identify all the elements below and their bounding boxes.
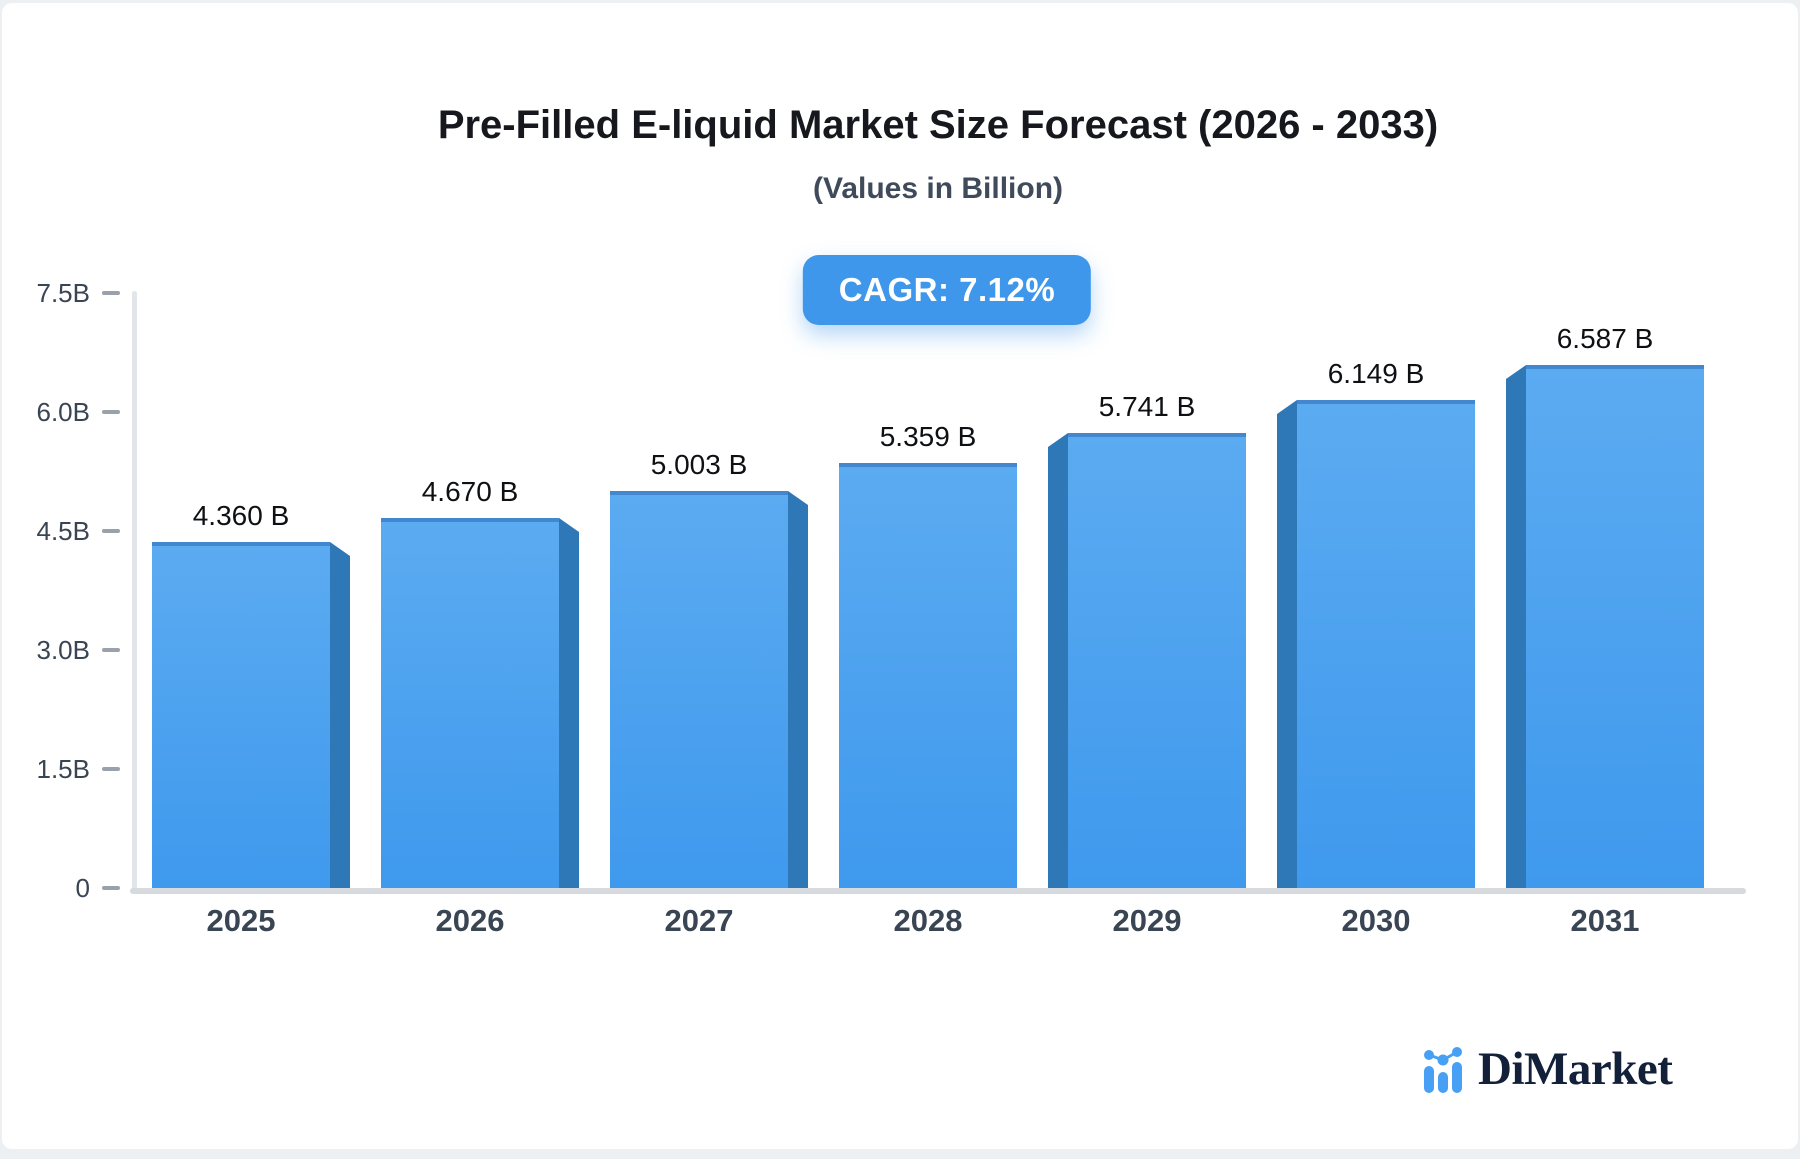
y-tick-label: 4.5B	[36, 516, 91, 546]
dimarket-logo: DiMarket	[1421, 1043, 1673, 1095]
bar-3d-side	[559, 518, 579, 888]
bar-2025	[152, 542, 350, 888]
page-title: Pre-Filled E-liquid Market Size Forecast…	[437, 103, 1439, 147]
bar-2031	[1506, 365, 1704, 888]
bar-chart: 7.5B 6.0B 4.5B 3.0B 1.5B 0 4.360 B 2025 4.670 B 2…	[2, 3, 1800, 1159]
y-tick-mark	[102, 767, 120, 771]
bar-2027	[610, 491, 808, 888]
y-tick-mark	[102, 529, 120, 533]
bar-face	[1297, 400, 1475, 888]
bar-face	[839, 463, 1017, 888]
bar-value-label: 5.003 B	[650, 449, 748, 480]
y-tick-mark	[102, 410, 120, 414]
bar-value-label: 5.741 B	[1098, 391, 1196, 422]
y-tick-mark	[102, 648, 120, 652]
x-axis-label: 2025	[206, 903, 276, 938]
mini-bar-chart-icon	[1424, 1047, 1462, 1093]
bar-3d-side	[788, 491, 808, 888]
bar-3d-side	[330, 542, 350, 888]
bar-3d-side	[1277, 400, 1297, 888]
bar-face	[1068, 433, 1246, 888]
x-axis-line	[130, 888, 1746, 894]
y-tick-mark	[102, 291, 120, 295]
bar-value-label: 6.149 B	[1327, 358, 1425, 389]
x-axis-label: 2029	[1112, 903, 1182, 938]
bar-face	[1526, 365, 1704, 888]
bar-value-label: 6.587 B	[1556, 323, 1654, 354]
x-axis-label: 2031	[1570, 903, 1640, 938]
bar-value-label: 4.360 B	[192, 500, 290, 531]
y-tick-label: 1.5B	[36, 754, 91, 784]
x-axis-label: 2027	[664, 903, 734, 938]
x-axis-label: 2030	[1341, 903, 1411, 938]
y-tick-label: 6.0B	[36, 397, 91, 427]
bar-face	[381, 518, 559, 888]
bar-2030	[1277, 400, 1475, 888]
bar-value-label: 5.359 B	[879, 421, 977, 452]
y-tick-label: 7.5B	[36, 278, 91, 308]
bar-2028	[839, 463, 1017, 888]
bar-3d-side	[1048, 433, 1068, 888]
bar-3d-side	[1506, 365, 1526, 888]
bar-value-label: 4.670 B	[421, 476, 519, 507]
y-tick-mark	[102, 886, 120, 890]
chart-card: Pre-Filled E-liquid Market Size Forecast…	[2, 3, 1798, 1149]
logo-text: DiMarket	[1478, 1043, 1673, 1095]
page-subtitle: (Values in Billion)	[812, 172, 1064, 205]
x-axis-label: 2028	[893, 903, 963, 938]
y-tick-label: 3.0B	[36, 635, 91, 665]
bar-face	[152, 542, 330, 888]
bar-face	[610, 491, 788, 888]
y-tick-label: 0	[75, 873, 90, 903]
bar-2026	[381, 518, 579, 888]
bar-2029	[1048, 433, 1246, 888]
cagr-badge: CAGR: 7.12%	[802, 255, 1092, 325]
x-axis-label: 2026	[435, 903, 505, 938]
y-axis-line	[132, 291, 137, 894]
